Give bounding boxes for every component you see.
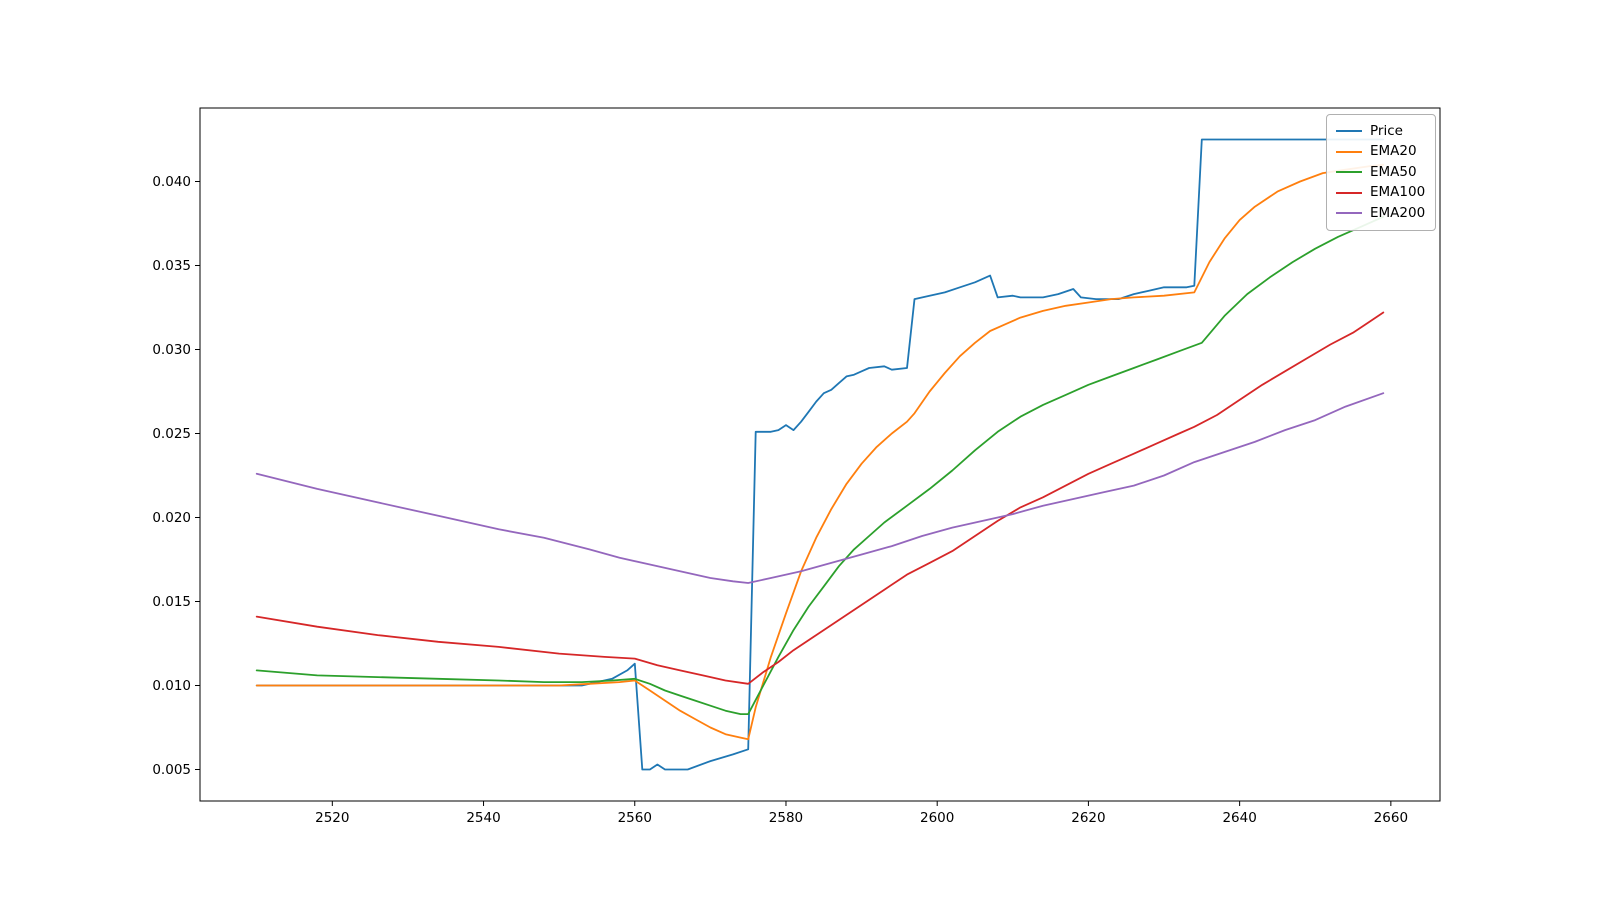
- legend-entry-ema50: EMA50: [1336, 162, 1425, 183]
- y-tick-label: 0.015: [152, 594, 191, 610]
- x-tick-label: 2660: [1374, 810, 1408, 826]
- x-tick-label: 2560: [618, 810, 652, 826]
- x-tick-label: 2640: [1222, 810, 1256, 826]
- series-line-ema20: [255, 163, 1385, 741]
- y-tick-label: 0.025: [152, 426, 191, 442]
- y-tick-label: 0.040: [152, 174, 191, 190]
- legend: Price EMA20 EMA50 EMA100 EMA200: [1326, 114, 1437, 231]
- legend-label: EMA200: [1370, 204, 1426, 221]
- x-tick-label: 2540: [466, 810, 500, 826]
- legend-entry-ema200: EMA200: [1336, 203, 1425, 224]
- ema100-line-swatch-icon: [1336, 191, 1362, 194]
- ema200-line-swatch-icon: [1336, 212, 1362, 215]
- legend-entry-ema20: EMA20: [1336, 142, 1425, 163]
- legend-label: EMA20: [1370, 143, 1417, 159]
- legend-label: Price: [1370, 122, 1403, 139]
- x-tick-label: 2620: [1071, 810, 1105, 826]
- y-tick-label: 0.020: [152, 510, 191, 526]
- y-tick-label: 0.010: [152, 678, 191, 694]
- x-tick-label: 2520: [315, 810, 349, 826]
- legend-label: EMA50: [1370, 163, 1417, 180]
- legend-entry-price: Price: [1336, 121, 1425, 142]
- series-line-price: [255, 138, 1385, 771]
- price-line-swatch-icon: [1336, 130, 1362, 133]
- series-line-ema50: [255, 215, 1385, 715]
- legend-entry-ema100: EMA100: [1336, 183, 1425, 204]
- y-tick-label: 0.030: [152, 342, 191, 358]
- series-line-ema100: [255, 311, 1385, 685]
- y-tick-label: 0.035: [152, 258, 191, 274]
- series-line-ema200: [255, 392, 1385, 584]
- x-tick-label: 2600: [920, 810, 954, 826]
- plot-border: [199, 107, 1441, 802]
- legend-label: EMA100: [1370, 184, 1426, 200]
- ema50-line-swatch-icon: [1336, 171, 1362, 174]
- y-tick-label: 0.005: [152, 762, 191, 778]
- x-tick-label: 2580: [769, 810, 803, 826]
- ema20-line-swatch-icon: [1336, 150, 1362, 153]
